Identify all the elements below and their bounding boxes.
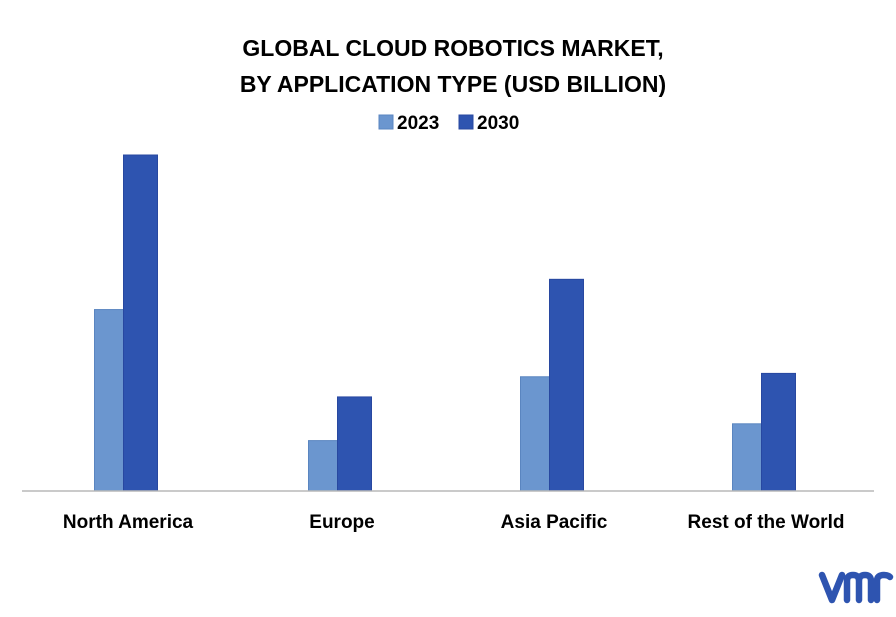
chart-title-line-1: GLOBAL CLOUD ROBOTICS MARKET, [242,35,663,61]
x-axis-ticks: North America Europe Asia Pacific Rest of t… [63,512,845,533]
bar-europe-2030 [337,396,372,492]
x-tick-north-america: North America [63,512,194,533]
bar-europe-2023 [308,440,343,492]
vmr-logo-mark [818,571,894,604]
bar-rest-of-the-world-2030 [761,372,796,492]
legend-swatch-2023 [378,114,394,130]
bar-asia-pacific-2023 [520,376,555,492]
legend-swatch-2030 [458,114,474,130]
vmr-logo [818,571,894,604]
bar-north-america-2023 [94,309,129,492]
x-tick-europe: Europe [309,512,374,533]
legend: 2023 2030 [378,113,519,134]
bar-asia-pacific-2030 [549,278,584,492]
legend-label-2030: 2030 [477,113,519,134]
x-tick-rest-of-the-world: Rest of the World [688,512,845,533]
bar-north-america-2030 [123,154,158,492]
legend-label-2023: 2023 [397,113,439,134]
chart-title-line-2: BY APPLICATION TYPE (USD BILLION) [240,71,666,97]
bars [94,154,796,492]
chart-title: GLOBAL CLOUD ROBOTICS MARKET, BY APPLICA… [240,35,666,97]
x-tick-asia-pacific: Asia Pacific [501,512,608,533]
